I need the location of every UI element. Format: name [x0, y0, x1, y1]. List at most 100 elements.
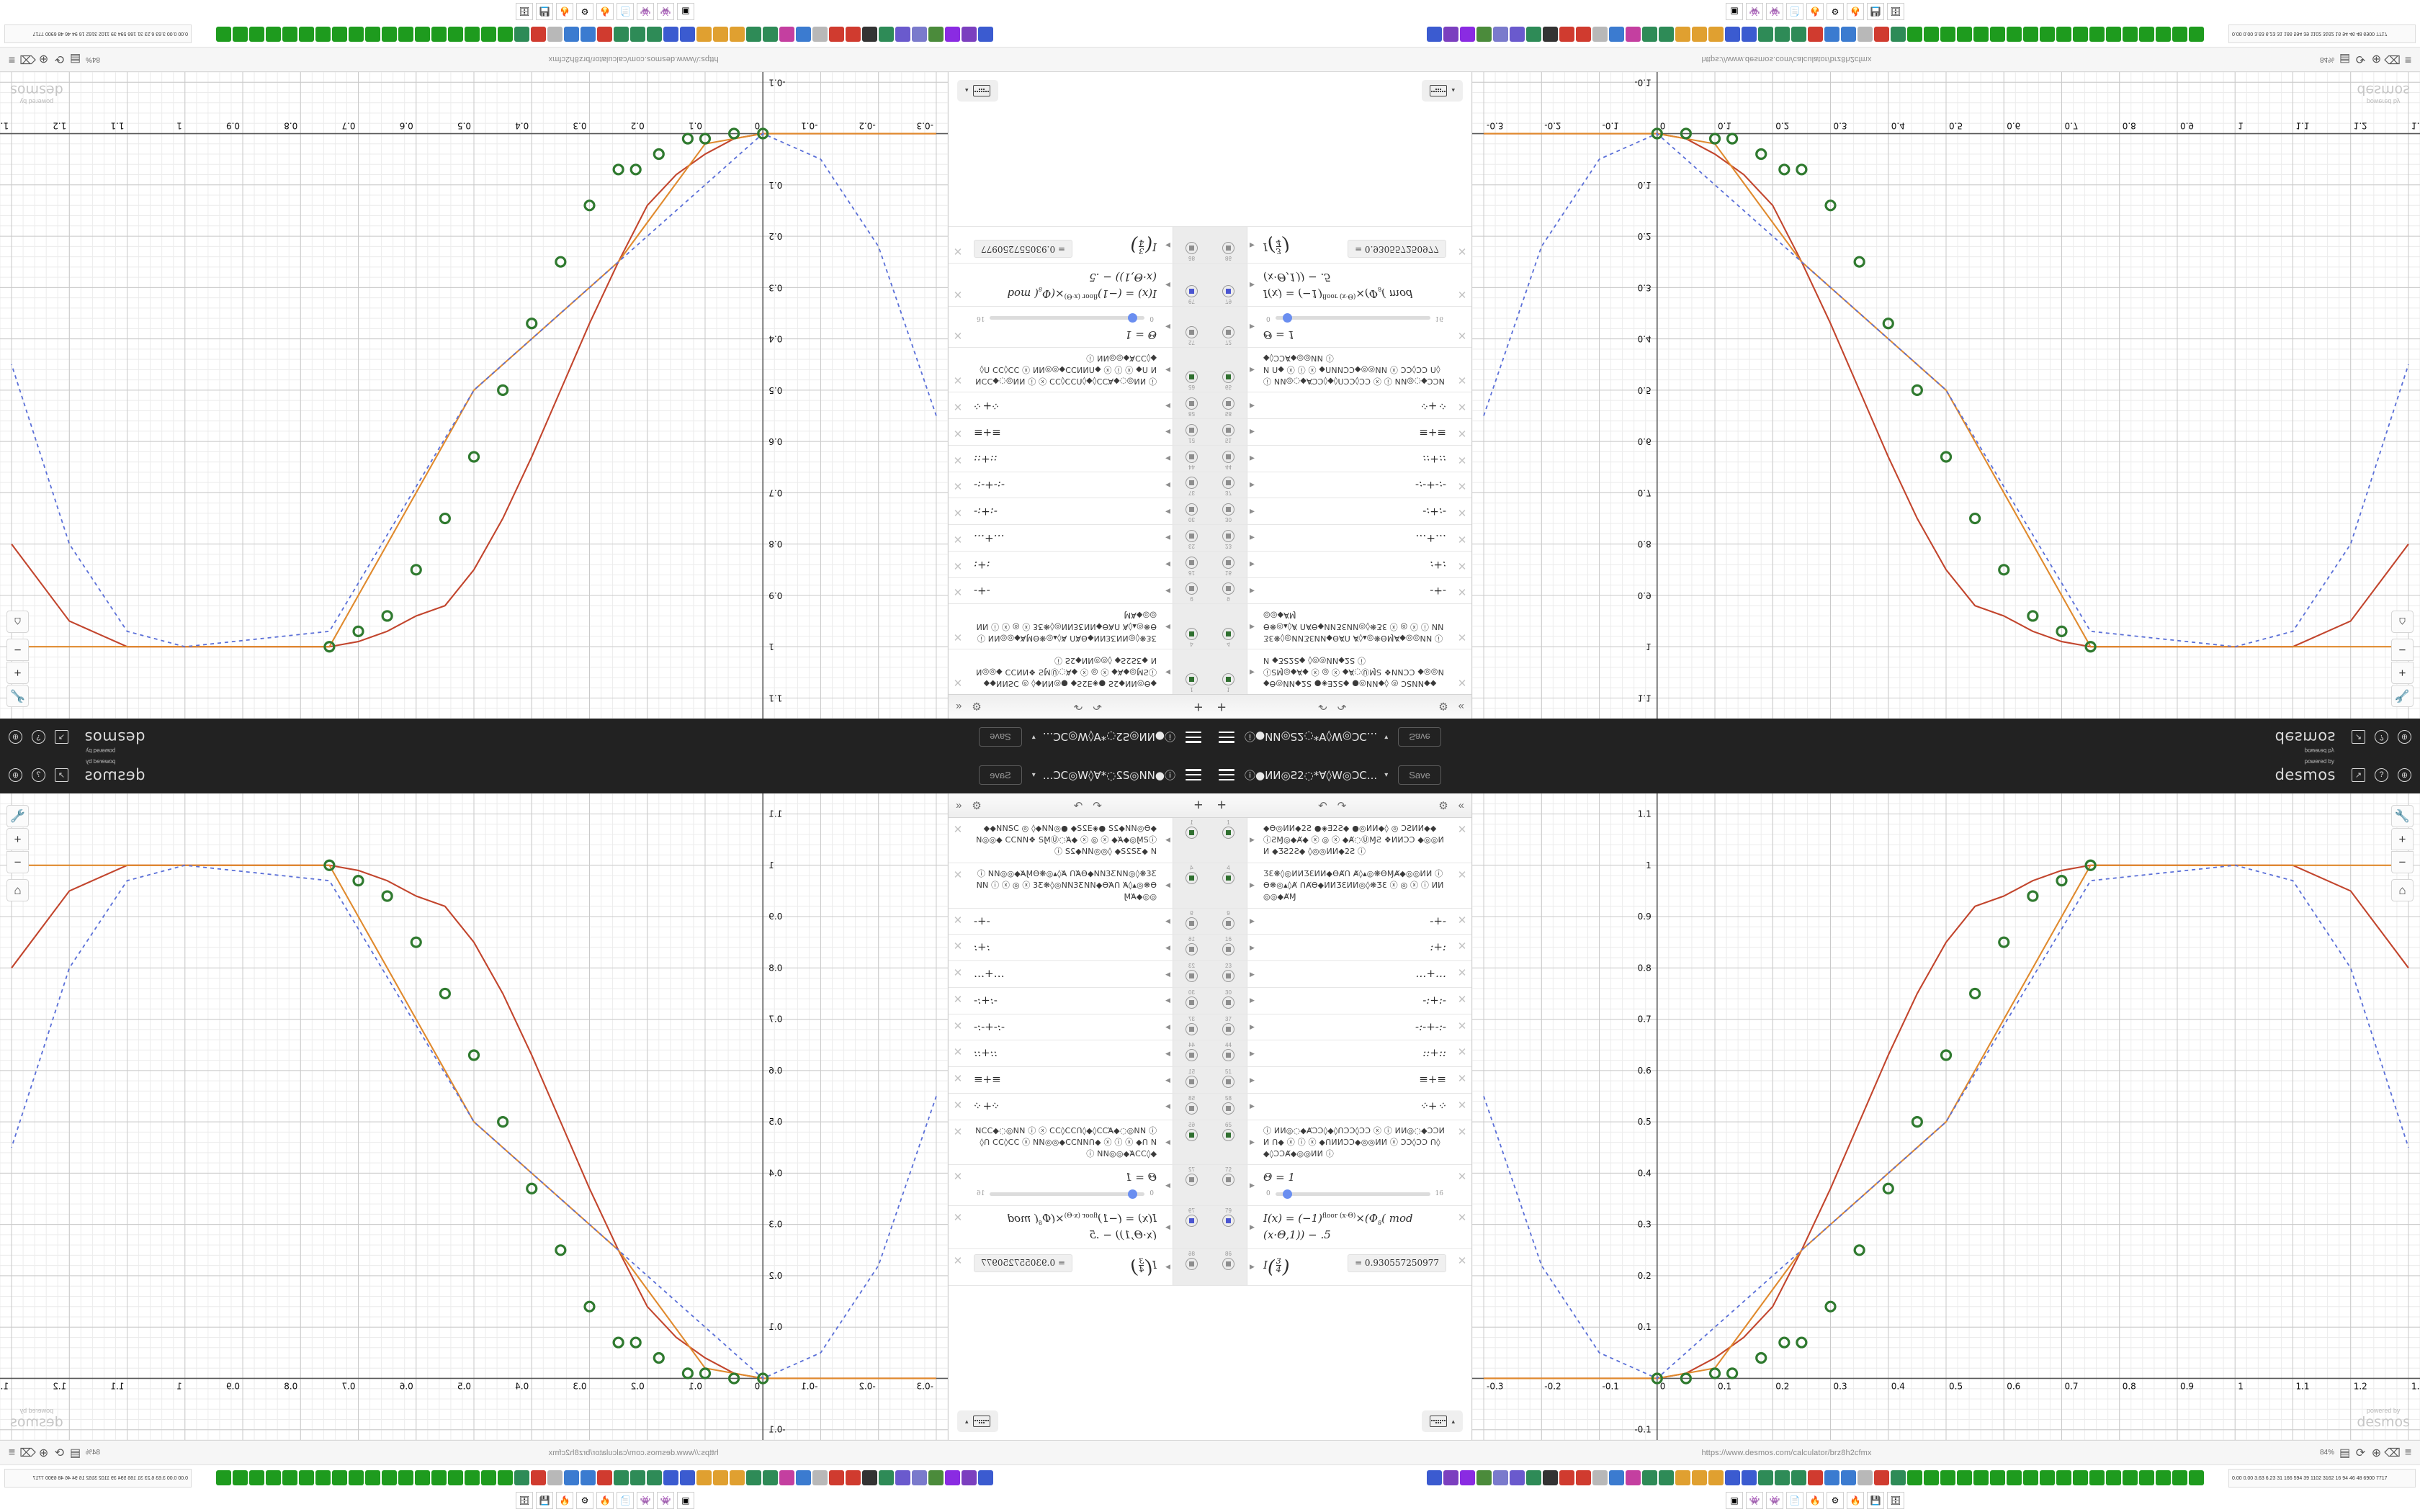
expression-color-dot[interactable] [1186, 284, 1198, 297]
expression-content[interactable]: ⁘+⁘ [967, 392, 1163, 418]
add-expression-button[interactable]: + [1217, 698, 1227, 715]
expression-index[interactable]: 44 [1210, 1040, 1247, 1067]
bookmark-item[interactable] [1791, 1470, 1806, 1485]
expression-color-dot[interactable] [1222, 970, 1234, 983]
delete-expression-icon[interactable]: ✕ [1457, 940, 1467, 953]
bookmark-item[interactable] [365, 27, 381, 42]
bookmark-item[interactable] [862, 27, 878, 42]
delete-expression-icon[interactable]: ✕ [953, 400, 963, 413]
expression-row[interactable]: 86 ▶ = 0.930557250977 I(3 4) ✕ [949, 1248, 1210, 1286]
delete-expression-icon[interactable]: ✕ [1457, 631, 1467, 644]
expression-index[interactable]: 51 [1173, 419, 1210, 445]
bookmark-item[interactable] [680, 27, 696, 42]
bookmark-item[interactable] [531, 27, 547, 42]
slider-knob[interactable] [1283, 1189, 1293, 1200]
graph-pane[interactable]: -0.3 -0.2 -0.1 0 0.1 0.2 0.3 0.4 0.5 0.6 0.7 0.8 0.9… [1472, 793, 2420, 1440]
bookmark-item[interactable] [647, 1470, 663, 1485]
delete-expression-icon[interactable]: ✕ [1457, 585, 1467, 598]
bookmark-item[interactable] [796, 27, 812, 42]
wrench-icon[interactable]: 🔧 [6, 805, 29, 827]
expression-index[interactable]: 72 [1210, 1165, 1247, 1206]
expand-triangle-icon[interactable]: ▶ [1250, 917, 1255, 924]
bookmark-item[interactable] [1857, 1470, 1873, 1485]
bookmark-item[interactable] [266, 1470, 282, 1485]
bookmark-item[interactable] [1741, 27, 1757, 42]
data-point[interactable] [1969, 512, 1981, 525]
expression-content[interactable]: = 0.930557250977 I(3 4) [1257, 227, 1453, 263]
url-text[interactable]: https://www.desmos.com/calculator/brz8h2… [548, 1448, 719, 1457]
delete-expression-icon[interactable]: ✕ [1457, 400, 1467, 413]
bookmark-item[interactable] [1857, 27, 1873, 42]
bookmark-item[interactable] [1443, 27, 1458, 42]
bookmark-item[interactable] [1476, 27, 1492, 42]
expression-content[interactable]: :+: [967, 552, 1163, 577]
bookmark-item[interactable] [1525, 1470, 1541, 1485]
taskbar-item[interactable]: 🗄 [1887, 3, 1904, 20]
parameter-slider[interactable]: 0 16 [974, 312, 1157, 326]
expand-triangle-icon[interactable]: ▶ [1250, 1181, 1255, 1189]
bookmark-item[interactable] [945, 1470, 961, 1485]
slider-expression[interactable]: Θ = 1 [1125, 328, 1157, 341]
taskbar-item[interactable]: 🔥 [596, 1492, 614, 1509]
delete-expression-icon[interactable]: ✕ [1457, 824, 1467, 836]
expression-row[interactable]: 23 ▶ …+… ✕ [1210, 961, 1471, 988]
expression-row[interactable]: 16 ▶:+: ✕ [1210, 935, 1471, 962]
bookmark-item[interactable] [962, 27, 977, 42]
expression-color-dot[interactable] [1222, 628, 1234, 641]
expression-content[interactable]: Θ = 1 0 16 [967, 307, 1163, 347]
bookmark-item[interactable] [713, 1470, 729, 1485]
bookmark-item[interactable] [398, 27, 414, 42]
expression-index[interactable]: 44 [1173, 1040, 1210, 1067]
bookmark-item[interactable] [1956, 1470, 1972, 1485]
globe-icon[interactable]: ⊕ [38, 53, 49, 66]
save-button[interactable]: Save [979, 765, 1022, 785]
chevron-down-icon[interactable]: ▾ [1384, 770, 1389, 779]
taskbar-item[interactable]: 🗄 [516, 1492, 533, 1509]
data-point[interactable] [526, 318, 538, 330]
expression-row[interactable]: 58 ▶ ⁘+⁘ ✕ [949, 392, 1210, 419]
expression-content[interactable]: ⓘ ИИ◎◌◆ȺƆƆ◊◆◊ՈƆƆ◊ƆƆ ⓧ ⓘ ИИ◎◌◆ƆƆИИ Ո◆ ⓧ ⓘ… [967, 348, 1163, 392]
data-point[interactable] [653, 1351, 665, 1364]
math-expression[interactable]: -:+:- [974, 505, 998, 519]
expression-row[interactable]: 16 ▶:+: ✕ [949, 550, 1210, 577]
expression-row[interactable]: 23 ▶ …+… ✕ [949, 524, 1210, 551]
delete-expression-icon[interactable]: ✕ [953, 453, 963, 466]
chevron-down-icon[interactable]: ▾ [1031, 770, 1036, 779]
keyboard-toggle-button[interactable]: ▴ [1422, 1410, 1463, 1432]
data-point[interactable] [439, 987, 451, 1000]
math-expression[interactable]: :+: [1430, 558, 1446, 572]
bookmark-item[interactable] [1559, 1470, 1574, 1485]
expression-index[interactable]: 79 [1173, 264, 1210, 306]
delete-expression-icon[interactable]: ✕ [953, 1125, 963, 1138]
expression-row[interactable]: 9 ▶ -+- ✕ [1210, 577, 1471, 604]
expand-triangle-icon[interactable]: ▶ [1165, 323, 1170, 331]
taskbar-item[interactable]: 📄 [1786, 3, 1803, 20]
data-point[interactable] [1708, 1367, 1721, 1380]
data-point[interactable] [629, 163, 642, 176]
expression-content[interactable]: ƷƐ❋◊◎ИИƷƐИИ◆ѲȺՈ Ⱥ◊▴◎❋ѲⱮȺ◆◎◎ИИ ⓘ Ѳ❋◎▴◊Ⱥ Ո… [1257, 863, 1453, 908]
data-point[interactable] [1651, 127, 1663, 140]
expression-color-dot[interactable] [1222, 1022, 1234, 1035]
bookmark-item[interactable] [1940, 27, 1955, 42]
bookmark-item[interactable] [1940, 1470, 1955, 1485]
expression-color-dot[interactable] [1186, 871, 1198, 884]
taskbar-item[interactable]: ▣ [1726, 3, 1743, 20]
bookmark-item[interactable] [597, 1470, 613, 1485]
expand-triangle-icon[interactable]: ▶ [1165, 970, 1170, 978]
expression-index[interactable]: 4 [1210, 604, 1247, 649]
math-expression[interactable]: …+… [1415, 531, 1446, 545]
math-expression[interactable]: ≡+≡ [1419, 426, 1446, 439]
expression-color-dot[interactable] [1186, 556, 1198, 569]
bookmark-item[interactable] [2188, 1470, 2204, 1485]
bookmark-item[interactable] [465, 27, 480, 42]
delete-expression-icon[interactable]: ✕ [1457, 287, 1467, 300]
bookmark-item[interactable] [398, 1470, 414, 1485]
data-point[interactable] [1726, 1367, 1739, 1380]
expression-content[interactable]: ◆Ѳ◎ИИ◆2Ƨ ●◈Ǝ2Ƨ◆ ●◎ИИ◆◊ ◎ ƆƧИИ◆◆ ⓘƧⱮ◎◆Ⱥ◆ … [1257, 818, 1453, 863]
data-point[interactable] [1940, 1049, 1953, 1061]
help-icon[interactable]: ? [2375, 768, 2388, 782]
bookmark-item[interactable] [498, 27, 514, 42]
taskbar[interactable]: ▣ 👾 👾 📄 🔥 ⚙ 🔥 💾 🗄 [0, 0, 1210, 23]
expression-index[interactable]: 72 [1173, 306, 1210, 347]
expression-content[interactable]: ⓘ ИИ◎◌◆ȺƆƆ◊◆◊ՈƆƆ◊ƆƆ ⓧ ⓘ ИИ◎◌◆ƆƆИИ Ո◆ ⓧ ⓘ… [967, 1120, 1163, 1165]
